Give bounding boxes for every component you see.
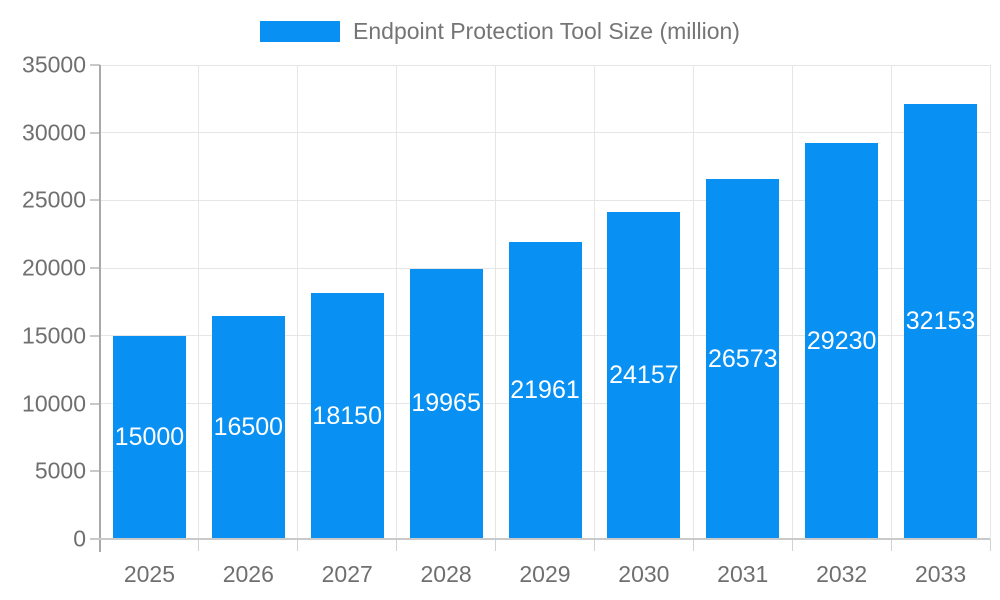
x-axis-tick [198,539,200,551]
y-axis-tick [90,267,100,270]
y-gridline [100,199,990,201]
x-gridline [791,65,793,539]
legend-swatch[interactable] [260,20,341,42]
bar[interactable]: 26573 [706,179,780,539]
x-tick-label: 2033 [914,561,967,587]
y-axis-tick [90,64,100,66]
bar[interactable]: 24157 [607,211,681,539]
x-gridline [989,65,991,539]
x-tick-label: 2032 [816,561,868,587]
x-tick-label: 2027 [321,561,373,587]
bar-value-label: 16500 [213,412,284,441]
x-tick-label: 2029 [519,561,571,587]
x-axis-tick [989,539,991,551]
bar-value-label: 15000 [114,422,185,451]
y-axis-tick [90,470,100,473]
x-tick-label: 2025 [123,561,176,587]
x-gridline [692,65,694,539]
bar[interactable]: 32153 [904,103,978,539]
bar[interactable]: 29230 [805,143,879,539]
y-axis-tick [90,402,100,405]
x-axis-line [90,538,990,540]
y-axis-tick [90,334,100,337]
x-axis-tick [297,539,299,551]
y-axis-tick [90,199,100,202]
bar-value-label: 32153 [905,306,976,335]
bar[interactable]: 15000 [112,335,186,539]
x-gridline [297,65,299,539]
bar[interactable]: 18150 [310,293,384,539]
x-axis-tick [495,539,497,551]
y-tick-label: 10000 [22,390,86,417]
x-gridline [593,65,595,539]
bar-value-label: 26573 [708,344,778,373]
x-axis-tick [396,539,398,551]
y-tick-label: 20000 [22,254,86,281]
y-tick-label: 30000 [22,119,86,146]
bar-value-label: 21961 [510,375,580,404]
x-axis-tick [692,539,694,551]
bar[interactable]: 19965 [409,268,483,539]
y-gridline [100,132,990,134]
y-gridline [100,64,990,66]
x-axis-tick [890,539,892,551]
x-tick-label: 2030 [618,561,670,587]
legend-label[interactable]: Endpoint Protection Tool Size (million) [353,18,740,44]
x-tick-label: 2031 [717,561,769,587]
y-tick-label: 25000 [22,186,86,213]
x-axis-tick [593,539,595,551]
x-gridline [198,65,200,539]
y-tick-label: 15000 [22,322,86,349]
bar-value-label: 29230 [806,326,877,355]
x-gridline [396,65,398,539]
y-axis-line [99,65,101,552]
bar-value-label: 24157 [609,360,679,389]
bar-value-label: 18150 [312,401,382,430]
bar-value-label: 19965 [411,389,481,418]
x-axis-tick [791,539,793,551]
y-tick-label: 5000 [34,457,86,484]
y-tick-label: 0 [73,525,86,552]
x-gridline [890,65,892,539]
x-gridline [495,65,497,539]
legend: Endpoint Protection Tool Size (million) [0,16,1000,46]
y-axis-tick [90,131,100,134]
x-tick-label: 2028 [420,561,472,587]
bar[interactable]: 16500 [211,315,285,539]
bar[interactable]: 21961 [508,241,582,539]
x-tick-label: 2026 [222,561,274,587]
y-tick-label: 35000 [22,51,86,78]
